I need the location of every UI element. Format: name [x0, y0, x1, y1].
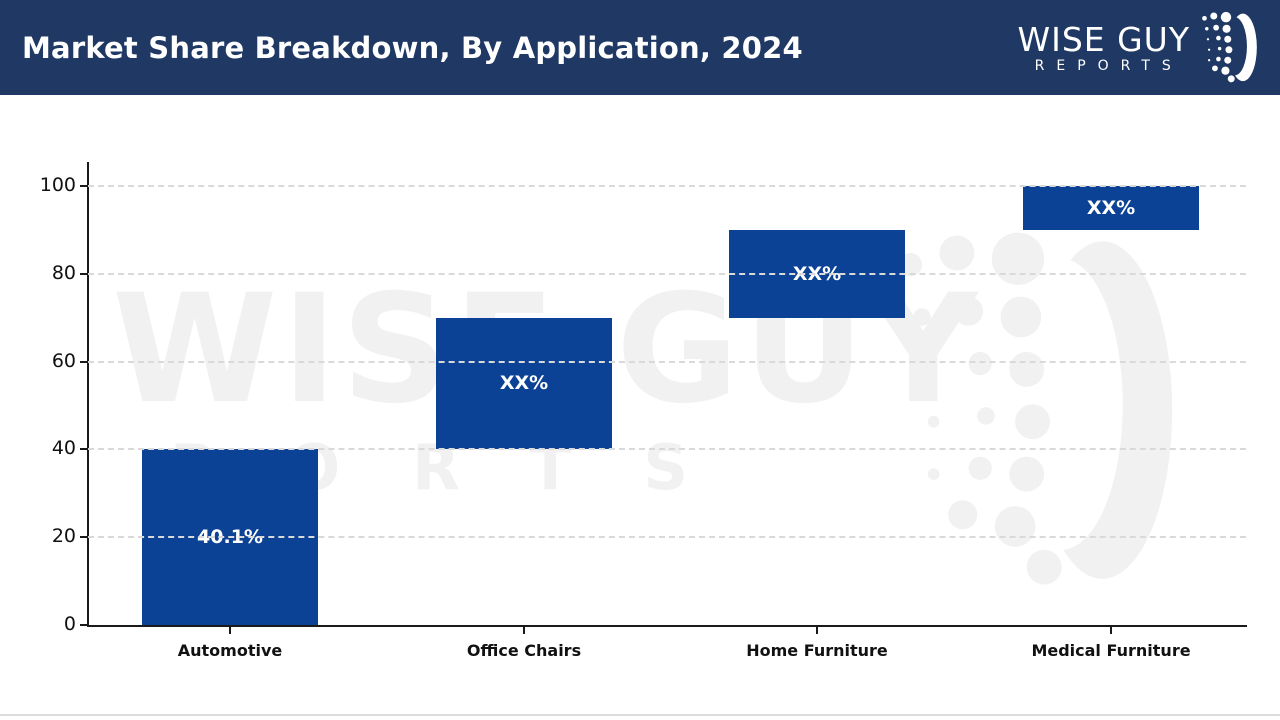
brand-logo-text: WISE GUY REPORTS: [1017, 23, 1190, 73]
y-tick-label: 0: [63, 613, 76, 635]
y-tick-mark: [80, 448, 88, 451]
bottom-border-line: [0, 714, 1280, 716]
brand-subname: REPORTS: [1034, 57, 1183, 74]
bar-office-chairs: XX%: [436, 317, 612, 449]
y-axis-line: [87, 162, 89, 627]
plot-area: WISE GUY PORTS 0 20 40 60 80 100 40.1% X…: [0, 95, 1280, 720]
x-tick-mark: [1110, 627, 1112, 634]
x-category-label: Home Furniture: [746, 641, 888, 660]
gridline: [88, 448, 1246, 451]
y-tick-mark: [80, 360, 88, 363]
x-category-label: Medical Furniture: [1031, 641, 1191, 660]
x-tick-mark: [816, 627, 818, 634]
y-tick-mark: [80, 536, 88, 539]
gridline: [88, 360, 1246, 363]
x-category-label: Automotive: [177, 641, 283, 660]
bar-medical-furniture: XX%: [1023, 186, 1199, 230]
y-tick-label: 80: [51, 261, 76, 284]
page-title: Market Share Breakdown, By Application, …: [22, 30, 803, 65]
brand-logo: WISE GUY REPORTS: [1017, 10, 1258, 86]
x-category-label: Office Chairs: [466, 641, 582, 660]
x-tick-mark: [523, 627, 525, 634]
gridline: [88, 536, 1246, 539]
y-tick-mark: [80, 272, 88, 275]
x-tick-mark: [229, 627, 231, 634]
y-tick-label: 40: [51, 437, 76, 460]
y-tick-mark: [80, 185, 88, 187]
brand-head-icon: [1202, 11, 1257, 82]
gridline: [88, 185, 1246, 187]
header-bar: Market Share Breakdown, By Application, …: [0, 0, 1280, 95]
y-tick-label: 20: [51, 525, 76, 548]
y-tick-label: 100: [39, 174, 76, 196]
x-axis-line: [87, 625, 1247, 627]
y-tick-label: 60: [51, 349, 76, 372]
bar-value-label: XX%: [499, 372, 549, 395]
gridline: [88, 272, 1246, 275]
bar-value-label: XX%: [1086, 196, 1136, 219]
y-tick-mark: [80, 624, 88, 626]
brand-name: WISE GUY: [1017, 19, 1190, 59]
